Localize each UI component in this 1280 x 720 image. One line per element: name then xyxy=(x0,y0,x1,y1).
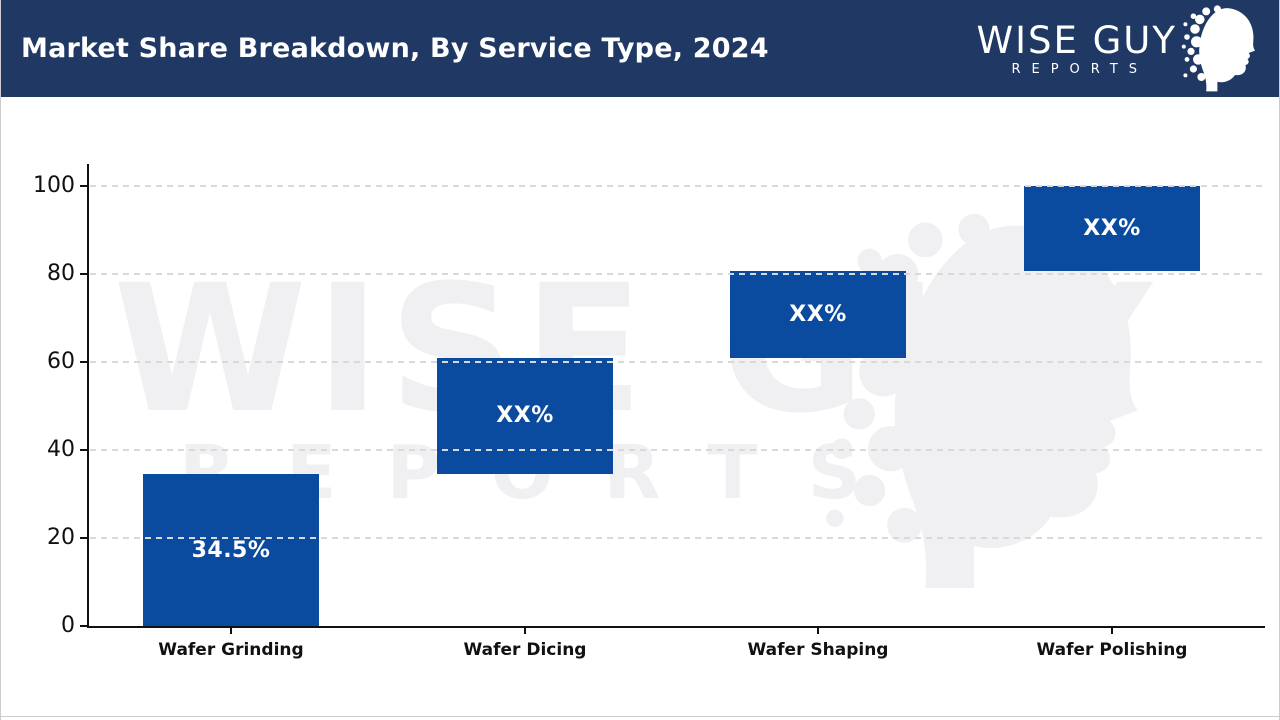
logo-head-icon xyxy=(1181,4,1255,91)
page-title: Market Share Breakdown, By Service Type,… xyxy=(21,33,769,64)
y-axis-tick-label: 80 xyxy=(47,261,75,286)
y-axis-tick-mark xyxy=(80,625,88,627)
gridline-40 xyxy=(90,449,1264,451)
y-axis-tick-mark xyxy=(80,273,88,275)
y-axis-tick-label: 40 xyxy=(47,437,75,462)
bar-wafer-polishing: XX% xyxy=(1024,186,1200,271)
y-axis-tick-label: 100 xyxy=(33,173,75,198)
wiseguy-logo: WISE GUY REPORTS xyxy=(977,4,1259,93)
y-axis-line xyxy=(87,164,89,628)
x-axis-tick-mark xyxy=(230,628,232,634)
logo-text: WISE GUY REPORTS xyxy=(977,22,1177,76)
y-axis-tick-mark xyxy=(80,361,88,363)
x-axis-tick-mark xyxy=(1111,628,1113,634)
bar-value-label: XX% xyxy=(496,403,554,429)
x-axis-category-label: Wafer Grinding xyxy=(158,640,304,660)
logo-subtitle: REPORTS xyxy=(1011,61,1149,77)
bar-wafer-shaping: XX% xyxy=(730,270,906,358)
logo-wordmark: WISE GUY xyxy=(976,18,1177,62)
x-axis-category-label: Wafer Dicing xyxy=(463,640,587,660)
x-axis-line xyxy=(87,626,1265,628)
header-bar: Market Share Breakdown, By Service Type,… xyxy=(1,0,1279,97)
gridline-20 xyxy=(90,537,1264,539)
y-axis-tick-label: 20 xyxy=(47,525,75,550)
x-axis-tick-mark xyxy=(524,628,526,634)
bar-value-label: XX% xyxy=(789,301,847,327)
bar-value-label: 34.5% xyxy=(191,537,271,563)
bar-value-label: XX% xyxy=(1083,215,1141,241)
x-axis-category-label: Wafer Shaping xyxy=(747,640,889,660)
gridline-60 xyxy=(90,361,1264,363)
y-axis-tick-mark xyxy=(80,537,88,539)
y-axis-tick-mark xyxy=(80,185,88,187)
gridline-80 xyxy=(90,273,1264,275)
bar-wafer-grinding: 34.5% xyxy=(143,474,319,626)
gridline-100 xyxy=(90,185,1264,187)
y-axis-tick-label: 60 xyxy=(47,349,75,374)
bar-wafer-dicing: XX% xyxy=(437,357,613,475)
x-axis-tick-mark xyxy=(817,628,819,634)
y-axis-tick-mark xyxy=(80,449,88,451)
y-axis-tick-label: 0 xyxy=(61,613,75,638)
x-axis-category-label: Wafer Polishing xyxy=(1036,640,1188,660)
